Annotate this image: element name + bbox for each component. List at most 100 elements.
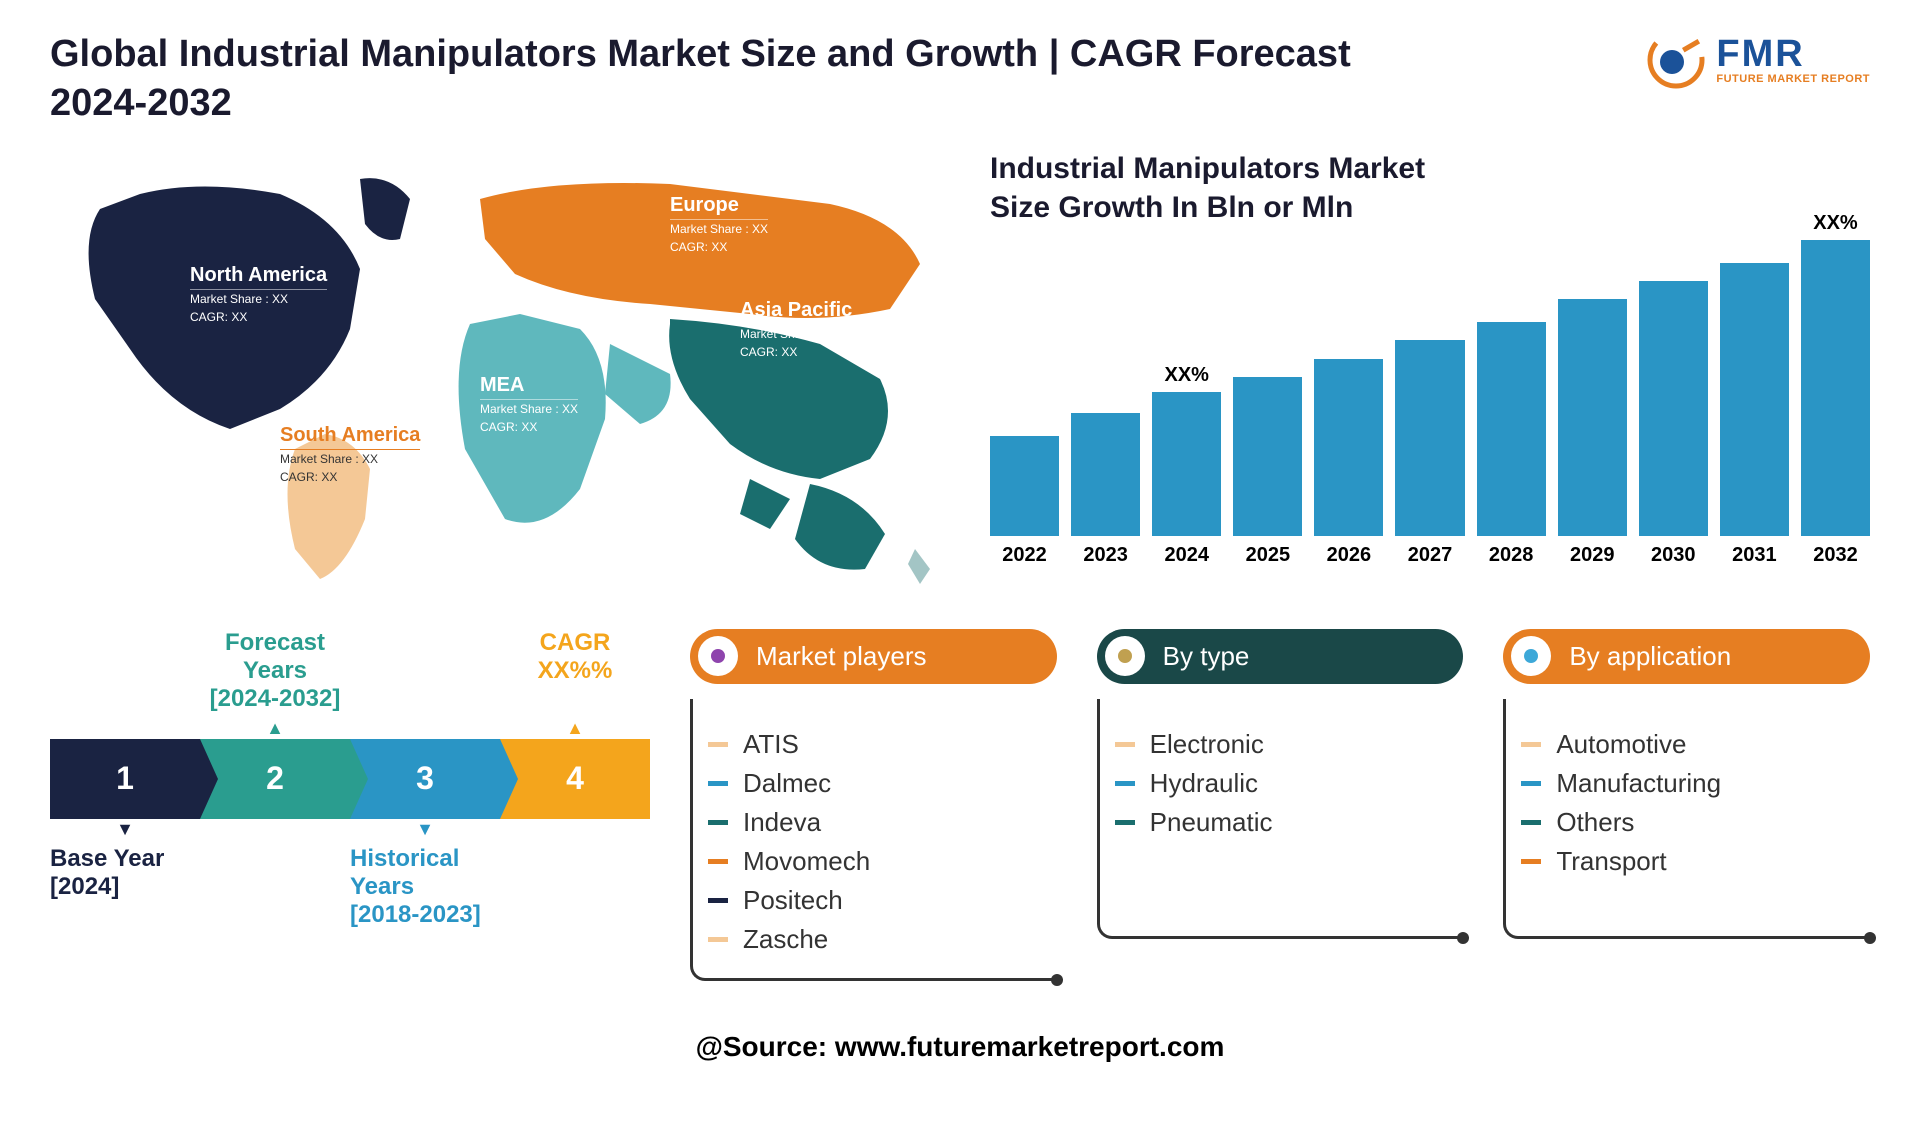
- dash-icon: [708, 898, 728, 903]
- category-title: By application: [1569, 641, 1731, 672]
- source-text: @Source: www.futuremarketreport.com: [50, 1031, 1870, 1063]
- header: Global Industrial Manipulators Market Si…: [50, 30, 1870, 129]
- category-item-label: Positech: [743, 885, 843, 916]
- bar-chart: 20222023XX%20242025202620272028202920302…: [990, 237, 1870, 567]
- category-pill: Market players: [690, 629, 1057, 684]
- category-item: Others: [1521, 807, 1855, 838]
- timeline: Forecast Years [2024-2032] CAGR XX%% ▲▲ …: [50, 629, 650, 981]
- bottom-section: Forecast Years [2024-2032] CAGR XX%% ▲▲ …: [50, 629, 1870, 981]
- bar-year-label: 2032: [1813, 544, 1858, 567]
- bar-annotation: XX%: [1165, 364, 1209, 387]
- bar-chart-section: Industrial Manipulators Market Size Grow…: [990, 149, 1870, 589]
- dash-icon: [708, 781, 728, 786]
- category-item-label: Dalmec: [743, 768, 831, 799]
- category-list: Automotive Manufacturing Others Transport: [1503, 699, 1870, 939]
- historical-range: [2018-2023]: [350, 901, 500, 929]
- category-item-label: Indeva: [743, 807, 821, 838]
- logo-icon: [1646, 30, 1706, 90]
- timeline-seg-3: 3: [350, 739, 500, 819]
- dash-icon: [708, 820, 728, 825]
- bar-item: 2027: [1395, 340, 1464, 566]
- category-item-label: Electronic: [1150, 729, 1264, 760]
- bar-year-label: 2028: [1489, 544, 1534, 567]
- category-column: Market players ATIS Dalmec Indeva Movomech Po…: [690, 629, 1057, 981]
- category-item: Automotive: [1521, 729, 1855, 760]
- category-item: Pneumatic: [1115, 807, 1449, 838]
- bar-item: XX%2024: [1152, 392, 1221, 567]
- dash-icon: [1115, 781, 1135, 786]
- category-column: By type Electronic Hydraulic Pneumatic: [1097, 629, 1464, 981]
- category-pill: By type: [1097, 629, 1464, 684]
- bar: [1558, 299, 1627, 535]
- category-item: Zasche: [708, 924, 1042, 955]
- category-item-label: Zasche: [743, 924, 828, 955]
- forecast-label: Forecast Years: [225, 629, 325, 684]
- category-item-label: Others: [1556, 807, 1634, 838]
- bar-year-label: 2029: [1570, 544, 1615, 567]
- category-column: By application Automotive Manufacturing Oth…: [1503, 629, 1870, 981]
- category-item-label: Movomech: [743, 846, 870, 877]
- bar-annotation: XX%: [1813, 212, 1857, 235]
- category-item: Positech: [708, 885, 1042, 916]
- category-item: Electronic: [1115, 729, 1449, 760]
- timeline-bar: 1 2 3 4: [50, 739, 650, 819]
- category-item: Manufacturing: [1521, 768, 1855, 799]
- bar-year-label: 2031: [1732, 544, 1777, 567]
- dash-icon: [1521, 859, 1541, 864]
- cagr-value: XX%%: [500, 657, 650, 685]
- category-item-label: Transport: [1556, 846, 1666, 877]
- category-item-label: Manufacturing: [1556, 768, 1721, 799]
- category-item-label: Hydraulic: [1150, 768, 1258, 799]
- bar-year-label: 2022: [1002, 544, 1047, 567]
- bar: [1233, 377, 1302, 536]
- timeline-seg-4: 4: [500, 739, 650, 819]
- bar-item: XX%2032: [1801, 240, 1870, 566]
- cagr-label: CAGR: [540, 629, 611, 656]
- pill-circle-icon: [1105, 636, 1145, 676]
- base-range: [2024]: [50, 873, 200, 901]
- page-title: Global Industrial Manipulators Market Si…: [50, 30, 1450, 129]
- dash-icon: [1115, 742, 1135, 747]
- bar-year-label: 2027: [1408, 544, 1453, 567]
- bar: [1152, 392, 1221, 536]
- timeline-seg-2: 2: [200, 739, 350, 819]
- dash-icon: [708, 859, 728, 864]
- bar-year-label: 2026: [1327, 544, 1372, 567]
- bar: [1477, 322, 1546, 536]
- category-list: ATIS Dalmec Indeva Movomech Positech Zasche: [690, 699, 1057, 981]
- bar-year-label: 2025: [1246, 544, 1291, 567]
- region-label: South AmericaMarket Share : XXCAGR: XX: [280, 424, 420, 484]
- bar-year-label: 2023: [1083, 544, 1128, 567]
- dash-icon: [1521, 742, 1541, 747]
- category-pill: By application: [1503, 629, 1870, 684]
- dash-icon: [1521, 781, 1541, 786]
- dash-icon: [1115, 820, 1135, 825]
- logo-text-main: FMR: [1716, 35, 1870, 73]
- region-label: North AmericaMarket Share : XXCAGR: XX: [190, 264, 327, 324]
- pill-circle-icon: [1511, 636, 1551, 676]
- map-svg: [50, 149, 950, 589]
- category-item: Hydraulic: [1115, 768, 1449, 799]
- top-section: North AmericaMarket Share : XXCAGR: XX Eu…: [50, 149, 1870, 589]
- dash-icon: [708, 937, 728, 942]
- region-label: MEAMarket Share : XXCAGR: XX: [480, 374, 578, 434]
- bar-item: 2031: [1720, 263, 1789, 567]
- bar: [1720, 263, 1789, 536]
- region-label: EuropeMarket Share : XXCAGR: XX: [670, 194, 768, 254]
- bar: [1395, 340, 1464, 535]
- forecast-range: [2024-2032]: [200, 685, 350, 713]
- bar: [990, 436, 1059, 536]
- pill-circle-icon: [698, 636, 738, 676]
- bar-item: 2028: [1477, 322, 1546, 567]
- category-item: Dalmec: [708, 768, 1042, 799]
- logo: FMR FUTURE MARKET REPORT: [1646, 30, 1870, 90]
- bar-item: 2022: [990, 436, 1059, 567]
- category-item: Transport: [1521, 846, 1855, 877]
- bar-year-label: 2024: [1164, 544, 1209, 567]
- bar-item: 2026: [1314, 359, 1383, 567]
- historical-label: Historical Years: [350, 845, 459, 900]
- bar: [1071, 413, 1140, 536]
- bar-year-label: 2030: [1651, 544, 1696, 567]
- categories: Market players ATIS Dalmec Indeva Movomech Po…: [690, 629, 1870, 981]
- category-item: ATIS: [708, 729, 1042, 760]
